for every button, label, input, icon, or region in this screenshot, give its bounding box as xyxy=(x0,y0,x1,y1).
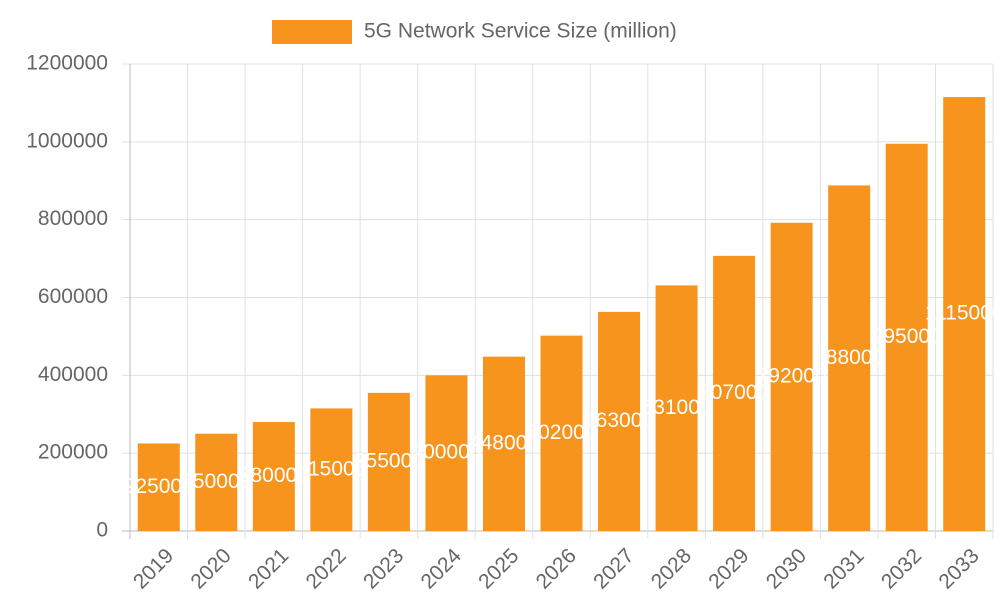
bar xyxy=(713,255,756,531)
bar xyxy=(195,433,238,531)
x-tick-label: 2033 xyxy=(934,544,983,593)
value-label: 792000 xyxy=(757,364,827,387)
value-label: 888000 xyxy=(814,346,884,369)
bar xyxy=(252,422,295,531)
value-label: 315000 xyxy=(296,457,366,480)
x-tick-label: 2027 xyxy=(589,544,638,593)
bar xyxy=(482,356,525,531)
x-tick-label: 2025 xyxy=(474,544,523,593)
y-tick-label: 800000 xyxy=(38,207,108,230)
bar xyxy=(943,97,986,532)
y-tick-label: 1200000 xyxy=(26,52,108,75)
x-tick-label: 2023 xyxy=(359,544,408,593)
y-tick-label: 400000 xyxy=(38,363,108,386)
value-label: 631000 xyxy=(642,396,712,419)
x-tick-label: 2032 xyxy=(877,544,926,593)
value-label: 707000 xyxy=(699,381,769,404)
value-label: 250000 xyxy=(181,470,251,493)
bar xyxy=(137,443,180,531)
x-tick-label: 2030 xyxy=(762,544,811,593)
x-tick-label: 2031 xyxy=(819,544,868,593)
x-tick-label: 2022 xyxy=(302,544,351,593)
legend-swatch xyxy=(272,20,352,44)
bar xyxy=(540,335,583,531)
value-label: 448000 xyxy=(469,431,539,454)
y-tick-label: 0 xyxy=(96,519,108,542)
bar xyxy=(885,143,928,531)
value-label: 563000 xyxy=(584,409,654,432)
y-tick-label: 200000 xyxy=(38,441,108,464)
bar xyxy=(310,408,353,531)
x-tick-label: 2021 xyxy=(244,544,293,593)
x-tick-label: 2024 xyxy=(417,544,467,594)
x-tick-label: 2019 xyxy=(129,544,178,593)
x-tick-label: 2028 xyxy=(647,544,696,593)
x-tick-label: 2026 xyxy=(532,544,581,593)
value-label: 502000 xyxy=(526,421,596,444)
bar xyxy=(828,185,871,532)
bar xyxy=(655,285,698,531)
legend-label: 5G Network Service Size (million) xyxy=(364,20,677,43)
y-tick-label: 1000000 xyxy=(26,129,108,152)
y-tick-label: 600000 xyxy=(38,285,108,308)
value-label: 995000 xyxy=(872,325,942,348)
value-label: 400000 xyxy=(411,441,481,464)
value-label: 280000 xyxy=(239,464,309,487)
bar xyxy=(425,375,468,531)
x-tick-label: 2029 xyxy=(704,544,753,593)
x-tick-label: 2020 xyxy=(186,544,235,593)
value-label: 355000 xyxy=(354,449,424,472)
value-label: 1115000 xyxy=(925,302,1000,325)
bar xyxy=(598,311,641,531)
bar xyxy=(367,392,410,531)
value-label: 225000 xyxy=(124,475,194,498)
bar xyxy=(770,222,813,531)
